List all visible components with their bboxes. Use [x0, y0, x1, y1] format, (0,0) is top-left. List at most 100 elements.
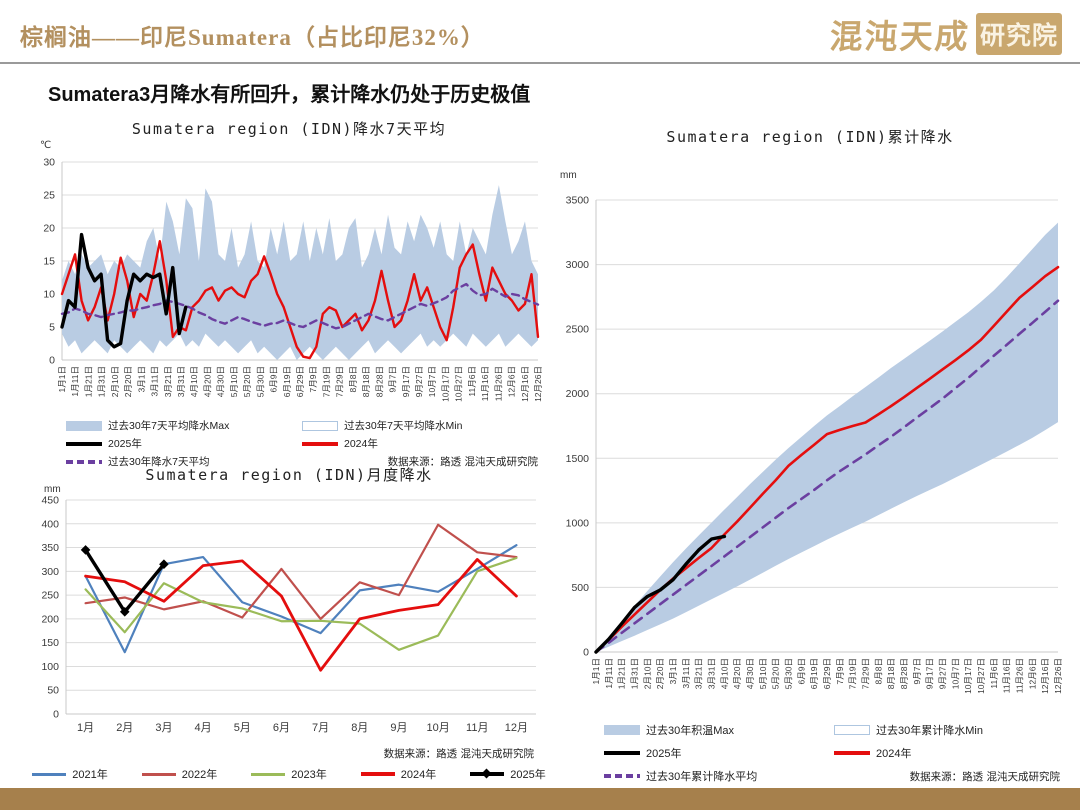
legend-label: 过去30年积温Max	[646, 725, 735, 737]
slide-subtitle: Sumatera3月降水有所回升，累计降水仍处于历史极值	[48, 84, 531, 106]
svg-text:6月29日: 6月29日	[295, 366, 305, 397]
svg-text:500: 500	[571, 582, 589, 594]
svg-text:2月: 2月	[116, 722, 133, 734]
svg-text:8月28日: 8月28日	[899, 658, 909, 689]
svg-text:5: 5	[49, 322, 55, 334]
legend-item-band-max: 过去30年7天平均降水Max	[66, 418, 302, 433]
svg-text:11月16日: 11月16日	[1002, 658, 1012, 693]
monthly-chart-unit: mm	[44, 484, 61, 495]
svg-text:11月: 11月	[466, 722, 488, 734]
svg-text:8月: 8月	[351, 722, 368, 734]
legend-label: 2025年	[646, 748, 682, 760]
legend-item-band-min: 过去30年7天平均降水Min	[302, 418, 538, 433]
svg-text:4月30日: 4月30日	[745, 658, 755, 689]
svg-text:1月21日: 1月21日	[617, 658, 627, 689]
svg-text:5月30日: 5月30日	[255, 366, 265, 397]
svg-text:8月18日: 8月18日	[361, 366, 371, 397]
legend-label: 2021年	[72, 769, 108, 781]
svg-text:0: 0	[53, 709, 59, 721]
svg-text:7月9日: 7月9日	[835, 658, 845, 684]
svg-text:7月19日: 7月19日	[848, 658, 858, 689]
purple-dash-swatch-icon	[66, 459, 102, 464]
legend-label: 过去30年降水7天平均	[108, 456, 210, 468]
svg-text:11月26日: 11月26日	[493, 366, 503, 401]
svg-text:3月: 3月	[155, 722, 172, 734]
band-min-swatch-icon	[302, 420, 338, 431]
band-min-swatch-icon	[834, 725, 870, 735]
svg-text:1500: 1500	[566, 453, 590, 465]
daily-chart-canvas: 0 5 10 15 20 25 30 1月1日 1月11日 1月21日 1月31日 2月10日 2月20…	[43, 157, 543, 402]
svg-text:2月10日: 2月10日	[110, 366, 120, 397]
daily-rainfall-chart: Sumatera region (IDN)降水7天平均 ℃ 0 5 10 15 20 25…	[36, 118, 543, 468]
svg-text:4月10日: 4月10日	[719, 658, 729, 689]
svg-text:6月19日: 6月19日	[809, 658, 819, 689]
svg-text:5月30日: 5月30日	[784, 658, 794, 689]
svg-text:4月20日: 4月20日	[202, 366, 212, 397]
svg-text:9月27日: 9月27日	[414, 366, 424, 397]
legend-label: 过去30年累计降水Min	[876, 725, 983, 737]
monthly-chart-canvas: 0 50 100 150 200 250 300 350 400 450 1月 2月 3月 4月 5月 6月 7…	[41, 495, 536, 734]
header-divider	[0, 62, 1080, 64]
svg-text:1月1日: 1月1日	[57, 366, 67, 392]
black-line-swatch-icon	[66, 441, 102, 446]
legend-item-2025: 2025年	[470, 766, 546, 782]
svg-text:7月: 7月	[312, 722, 329, 734]
svg-text:15: 15	[43, 256, 55, 268]
svg-text:350: 350	[41, 542, 59, 554]
company-logo: 混沌天成 研究院	[828, 10, 1062, 58]
svg-text:3000: 3000	[566, 259, 590, 271]
svg-text:1月1日: 1月1日	[591, 658, 601, 684]
svg-text:250: 250	[41, 590, 59, 602]
svg-text:10月27日: 10月27日	[976, 658, 986, 694]
darkred-line-swatch-icon	[141, 772, 176, 776]
purple-dash-swatch-icon	[604, 774, 640, 778]
cumulative-chart-canvas: 0 500 1000 1500 2000 2500 3000 3500 1月1日 1月11日 1月2…	[566, 195, 1063, 694]
daily-chart-legend: 过去30年7天平均降水Max 过去30年7天平均降水Min 2025年 2024…	[66, 418, 538, 472]
svg-text:8月18日: 8月18日	[886, 658, 896, 689]
svg-text:6月9日: 6月9日	[796, 658, 806, 684]
svg-text:1000: 1000	[566, 517, 590, 529]
svg-text:10月7日: 10月7日	[427, 366, 437, 397]
legend-item-2023: 2023年	[251, 766, 327, 782]
svg-text:3月21日: 3月21日	[694, 658, 704, 689]
svg-text:3月11日: 3月11日	[681, 658, 691, 689]
svg-text:10月17日: 10月17日	[440, 366, 450, 402]
data-source-note: 数据来源：路透 混沌天成研究院	[383, 748, 534, 760]
svg-text:1月11日: 1月11日	[604, 658, 614, 689]
svg-text:2月20日: 2月20日	[655, 658, 665, 689]
svg-text:10月27日: 10月27日	[454, 366, 464, 402]
svg-text:11月26日: 11月26日	[1015, 658, 1025, 693]
legend-label: 2024年	[400, 769, 437, 781]
olive-line-swatch-icon	[251, 772, 286, 776]
legend-item-2024: 2024年	[302, 436, 538, 451]
svg-text:11月6日: 11月6日	[989, 658, 999, 689]
svg-text:0: 0	[583, 647, 589, 659]
monthly-chart-title: Sumatera region (IDN)月度降水	[145, 466, 433, 484]
data-source-note: 数据来源：路透 混沌天成研究院	[909, 770, 1060, 783]
svg-text:450: 450	[41, 495, 59, 507]
svg-text:4月20日: 4月20日	[732, 658, 742, 689]
svg-text:1月11日: 1月11日	[70, 366, 80, 397]
svg-text:6月29日: 6月29日	[822, 658, 832, 689]
svg-text:12月16日: 12月16日	[520, 366, 530, 402]
legend-item-2025: 2025年	[66, 436, 302, 451]
legend-label: 2024年	[876, 748, 912, 760]
svg-text:9月17日: 9月17日	[925, 658, 935, 689]
svg-text:11月16日: 11月16日	[480, 366, 490, 401]
legend-item-2021: 2021年	[32, 766, 108, 782]
black-marker-line-swatch-icon	[470, 772, 505, 776]
cumulative-rainfall-chart: Sumatera region (IDN)累计降水 mm 0 500 1000 150…	[548, 126, 1072, 786]
svg-text:3月31日: 3月31日	[176, 366, 186, 397]
svg-text:2500: 2500	[566, 324, 590, 336]
svg-text:2月10日: 2月10日	[642, 658, 652, 689]
svg-text:5月10日: 5月10日	[758, 658, 768, 689]
svg-text:6月9日: 6月9日	[269, 366, 279, 392]
svg-text:3月31日: 3月31日	[707, 658, 717, 689]
legend-label: 过去30年累计降水平均	[646, 771, 758, 783]
svg-text:1月: 1月	[77, 722, 94, 734]
svg-text:1月31日: 1月31日	[97, 366, 107, 397]
svg-text:3月1日: 3月1日	[136, 366, 146, 392]
svg-text:9月: 9月	[390, 722, 407, 734]
svg-text:5月20日: 5月20日	[242, 366, 252, 397]
page-title: 棕榈油——印尼Sumatera（占比印尼32%）	[20, 25, 485, 50]
